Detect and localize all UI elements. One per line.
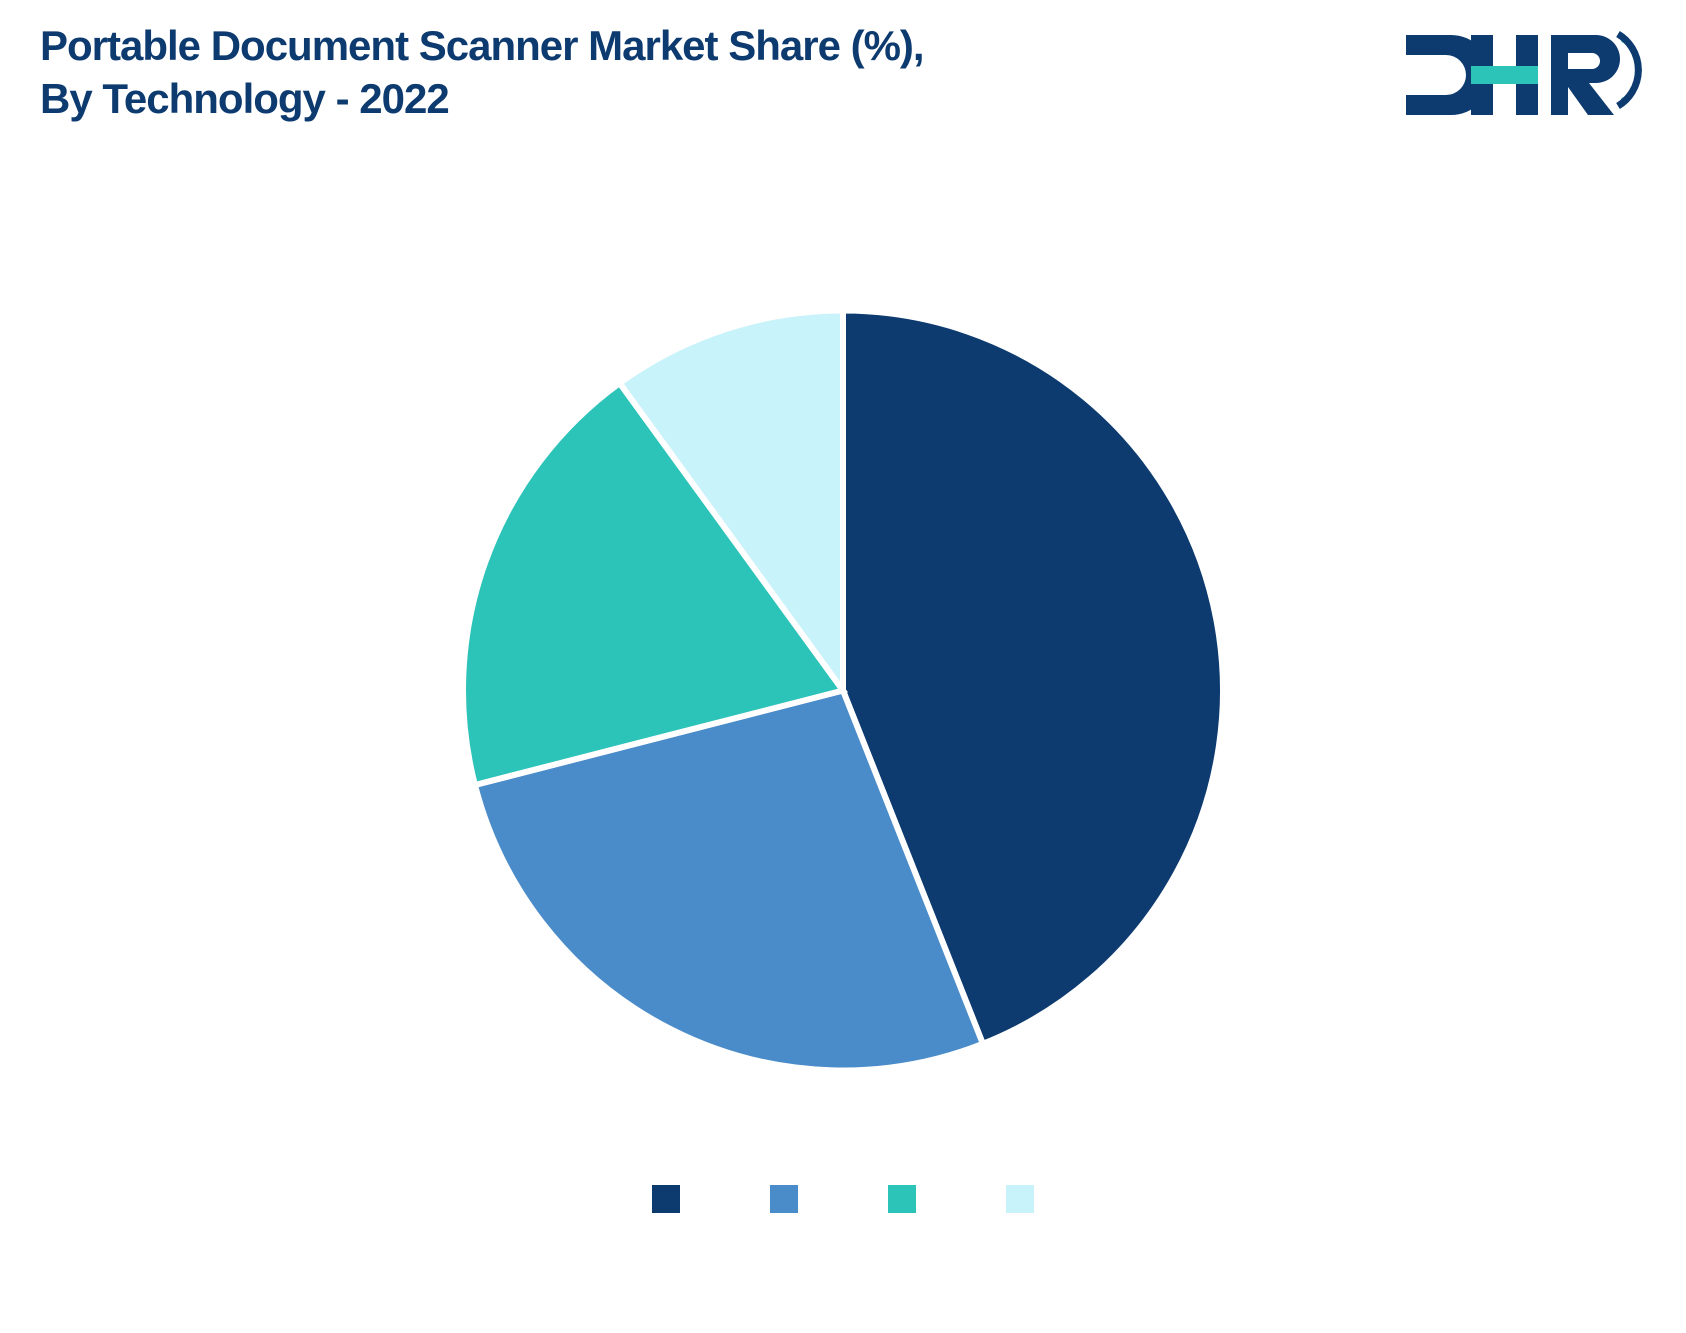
title-line-1: Portable Document Scanner Market Share (… [40,20,924,73]
title-line-2: By Technology - 2022 [40,73,924,126]
legend-item-1 [770,1185,798,1213]
legend-swatch-3 [1006,1185,1034,1213]
brand-logo [1396,20,1646,130]
pie-chart-svg [423,271,1263,1111]
legend-swatch-1 [770,1185,798,1213]
header: Portable Document Scanner Market Share (… [40,20,1646,130]
legend [652,1185,1034,1213]
legend-swatch-0 [652,1185,680,1213]
pie-chart [423,271,1263,1116]
legend-item-3 [1006,1185,1034,1213]
dhr-logo-icon [1396,20,1646,130]
legend-item-0 [652,1185,680,1213]
legend-item-2 [888,1185,916,1213]
chart-title: Portable Document Scanner Market Share (… [40,20,924,125]
legend-swatch-2 [888,1185,916,1213]
